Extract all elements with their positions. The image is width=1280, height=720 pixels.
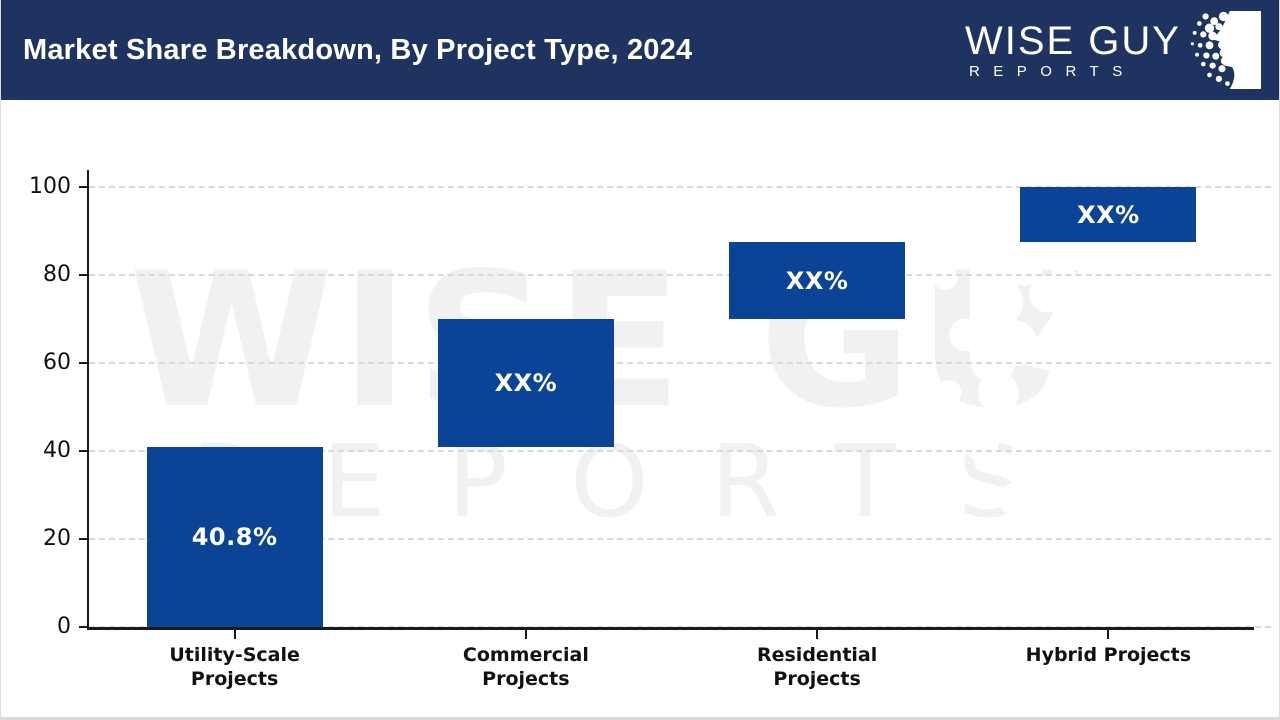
y-axis-line [87,170,89,629]
gridline-20 [89,538,1271,540]
y-tick-label-0: 0 [57,614,71,639]
x-tick-mark-3 [816,630,819,639]
x-axis-line [87,627,1254,630]
bar-value-label: 40.8% [191,523,278,552]
page-title: Market Share Breakdown, By Project Type,… [23,33,693,66]
y-tick-mark-100 [79,186,89,188]
x-category-label-3: Residential Projects [756,644,878,690]
y-tick-label-80: 80 [43,262,71,287]
y-tick-mark-40 [79,450,89,452]
logo-wordmark-line1: WISE GUY [964,19,1181,63]
bar-residential-projects[interactable]: XX% [729,242,906,319]
y-tick-mark-0 [79,626,89,628]
y-tick-label-20: 20 [43,526,71,551]
wiseguy-face-icon [1190,11,1261,89]
bar-commercial-projects[interactable]: XX% [437,319,614,448]
y-tick-label-100: 100 [29,174,71,199]
gridline-80 [89,274,1271,276]
gridline-60 [89,362,1271,364]
logo-wordmark-line2: REPORTS [968,63,1136,80]
bar-utility-scale-projects[interactable]: 40.8% [146,447,323,627]
bar-value-label: XX% [785,266,849,295]
x-category-label-1: Utility-Scale Projects [169,644,300,690]
x-tick-mark-4 [1107,630,1110,639]
watermark-text-line2: REPORTS [191,423,1084,540]
x-category-label-2: Commercial Projects [462,644,589,690]
bar-value-label: XX% [494,369,558,398]
bar-hybrid-projects[interactable]: XX% [1020,187,1197,242]
y-tick-label-60: 60 [43,350,71,375]
x-tick-mark-2 [524,630,527,639]
logo-wordmark: WISE GUY REPORTS [965,21,1181,79]
y-tick-label-40: 40 [43,438,71,463]
wiseguy-logo: WISE GUY REPORTS [965,8,1261,92]
y-tick-mark-20 [79,538,89,540]
x-tick-mark-1 [233,630,236,639]
y-tick-mark-60 [79,362,89,364]
header-bar: Market Share Breakdown, By Project Type,… [1,0,1279,100]
gridline-40 [89,450,1271,452]
x-category-label-4: Hybrid Projects [1025,644,1192,666]
y-tick-mark-80 [79,274,89,276]
bar-value-label: XX% [1077,200,1140,229]
gridline-100 [89,186,1271,188]
